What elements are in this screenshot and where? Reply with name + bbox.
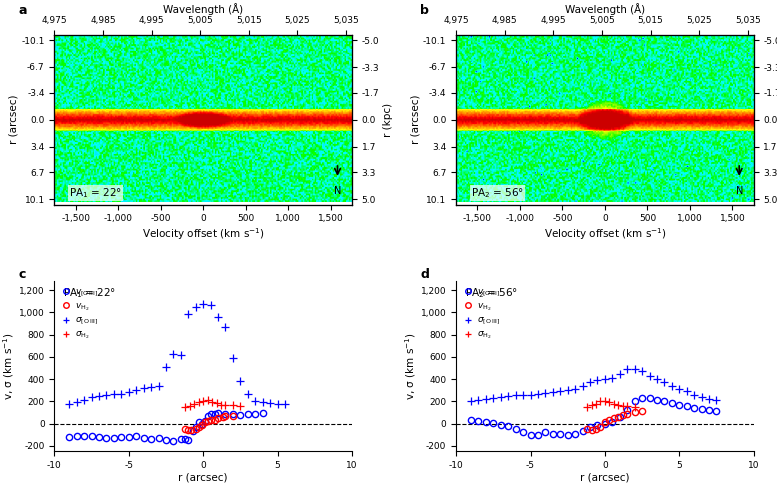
Text: b: b (420, 4, 429, 17)
Text: PA$_1$ = 22°: PA$_1$ = 22° (63, 286, 117, 300)
Text: PA$_2$ = 56°: PA$_2$ = 56° (471, 186, 524, 200)
Text: d: d (420, 268, 429, 281)
X-axis label: Wavelength (Å): Wavelength (Å) (565, 3, 645, 15)
Text: N: N (736, 186, 743, 195)
X-axis label: Velocity offset (km s$^{-1}$): Velocity offset (km s$^{-1}$) (544, 226, 666, 242)
Text: PA$_1$ = 22°: PA$_1$ = 22° (69, 186, 123, 200)
Y-axis label: r (kpc): r (kpc) (384, 103, 393, 137)
Legend: $v_{\rm [O\,III]}$, $v_{\rm H_2}$, $\sigma_{\rm [O\,III]}$, $\sigma_{\rm H_2}$: $v_{\rm [O\,III]}$, $v_{\rm H_2}$, $\sig… (59, 286, 101, 343)
X-axis label: Velocity offset (km s$^{-1}$): Velocity offset (km s$^{-1}$) (142, 226, 264, 242)
Y-axis label: r (arcsec): r (arcsec) (410, 95, 420, 144)
Text: PA$_2$ = 56°: PA$_2$ = 56° (465, 286, 518, 300)
X-axis label: r (arcsec): r (arcsec) (580, 473, 629, 483)
Y-axis label: v, σ (km s$^{-1}$): v, σ (km s$^{-1}$) (2, 332, 16, 400)
Legend: $v_{\rm [O\,III]}$, $v_{\rm H_2}$, $\sigma_{\rm [O\,III]}$, $\sigma_{\rm H_2}$: $v_{\rm [O\,III]}$, $v_{\rm H_2}$, $\sig… (461, 286, 503, 343)
X-axis label: r (arcsec): r (arcsec) (179, 473, 228, 483)
Text: N: N (334, 186, 341, 195)
Y-axis label: r (arcsec): r (arcsec) (9, 95, 19, 144)
X-axis label: Wavelength (Å): Wavelength (Å) (163, 3, 243, 15)
Y-axis label: v, σ (km s$^{-1}$): v, σ (km s$^{-1}$) (403, 332, 418, 400)
Text: a: a (19, 4, 27, 17)
Text: c: c (19, 268, 26, 281)
